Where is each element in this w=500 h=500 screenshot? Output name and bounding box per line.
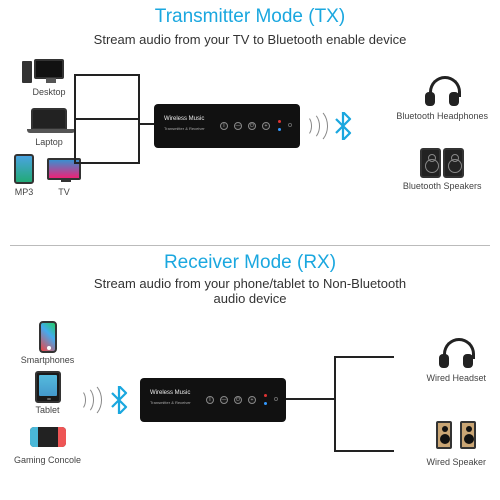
tx-wire <box>138 74 140 164</box>
device-gaming-console: Gaming Concole <box>14 420 81 466</box>
bluetooth-icon <box>334 112 352 140</box>
adapter-sub: Transmitter & Receiver <box>150 400 191 405</box>
speaker-icon <box>420 148 441 178</box>
rx-wire <box>334 356 394 358</box>
rx-title: Receiver Mode (RX) <box>0 252 500 274</box>
tx-wire <box>74 74 140 76</box>
device-smartphone: Smartphones <box>14 320 81 366</box>
device-label: Desktop <box>32 88 65 98</box>
speaker-icon <box>443 148 464 178</box>
desktop-icon <box>34 59 64 79</box>
device-label: Bluetooth Speakers <box>403 182 482 192</box>
device-tablet: Tablet <box>14 370 81 416</box>
adapter-button: ⏻ <box>234 396 242 404</box>
bigspeaker-icon <box>436 421 476 453</box>
rx-wire <box>334 356 336 452</box>
radio-wave-icon <box>74 382 102 418</box>
device-label: MP3 <box>15 188 34 198</box>
section-divider <box>10 245 490 246</box>
rx-adapter: Wireless Music Transmitter & Receiver I … <box>140 378 286 422</box>
adapter-led-red <box>264 394 267 397</box>
mp3-icon <box>14 154 34 184</box>
phone-icon <box>39 321 57 353</box>
adapter-button: — <box>220 396 228 404</box>
tx-subtitle: Stream audio from your TV to Bluetooth e… <box>0 32 500 47</box>
device-label: Wired Speaker <box>426 458 486 468</box>
device-label: TV <box>58 188 70 198</box>
adapter-led-red <box>278 120 281 123</box>
device-wired-headset: Wired Headset <box>426 334 486 384</box>
adapter-led-blue <box>264 402 267 405</box>
adapter-jack <box>288 123 292 127</box>
tx-title: Transmitter Mode (TX) <box>0 6 500 28</box>
adapter-button: + <box>248 396 256 404</box>
tx-right-devices: Bluetooth Headphones Bluetooth Speakers <box>396 72 488 192</box>
tx-wire <box>138 123 154 125</box>
rx-right-devices: Wired Headset Wired Speaker <box>426 334 486 468</box>
rx-wire <box>334 450 394 452</box>
tx-adapter: Wireless Music Transmitter & Receiver I … <box>154 104 300 148</box>
rx-wire <box>286 398 336 400</box>
device-bt-speakers: Bluetooth Speakers <box>403 146 482 192</box>
adapter-brand: Wireless Music <box>150 390 190 396</box>
device-label: Wired Headset <box>426 374 486 384</box>
adapter-jack <box>274 397 278 401</box>
device-label: Tablet <box>36 406 60 416</box>
tablet-icon <box>35 371 61 403</box>
rx-subtitle-line2: audio device <box>0 291 500 306</box>
device-bt-headphones: Bluetooth Headphones <box>396 72 488 122</box>
adapter-button: ⏻ <box>248 122 256 130</box>
device-wired-speaker: Wired Speaker <box>426 418 486 468</box>
rx-section: Receiver Mode (RX) Stream audio from you… <box>0 248 500 500</box>
laptop-icon <box>31 108 67 130</box>
tx-section: Transmitter Mode (TX) Stream audio from … <box>0 0 500 245</box>
radio-wave-icon <box>300 108 328 144</box>
rx-subtitle-line1: Stream audio from your phone/tablet to N… <box>0 276 500 291</box>
headphone-icon <box>425 76 459 106</box>
bluetooth-icon <box>110 386 128 414</box>
adapter-button: I <box>206 396 214 404</box>
device-label: Smartphones <box>21 356 75 366</box>
adapter-button: + <box>262 122 270 130</box>
tx-wire <box>74 162 140 164</box>
switch-icon <box>30 427 66 447</box>
headphone-icon <box>439 338 473 368</box>
rx-left-devices: Smartphones Tablet Gaming Concole <box>14 320 81 466</box>
device-label: Laptop <box>35 138 63 148</box>
adapter-led-blue <box>278 128 281 131</box>
tx-wire <box>74 118 140 120</box>
device-label: Gaming Concole <box>14 456 81 466</box>
adapter-sub: Transmitter & Receiver <box>164 126 205 131</box>
adapter-button: I <box>220 122 228 130</box>
adapter-brand: Wireless Music <box>164 116 204 122</box>
device-label: Bluetooth Headphones <box>396 112 488 122</box>
adapter-button: — <box>234 122 242 130</box>
